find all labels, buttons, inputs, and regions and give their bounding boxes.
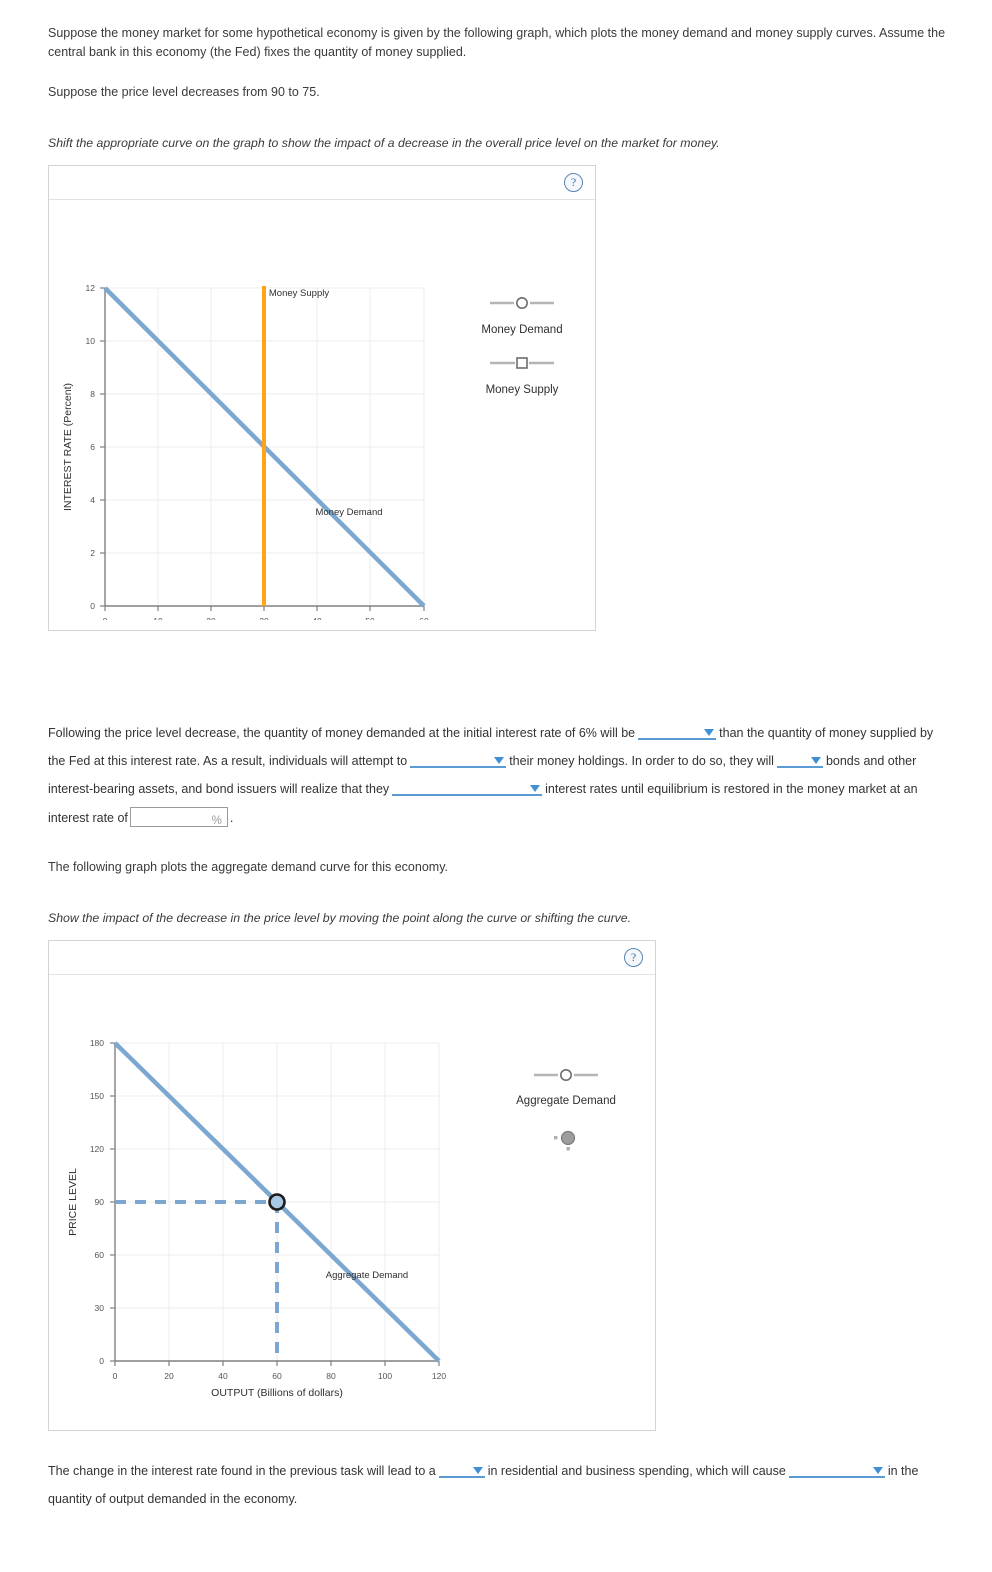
x-tick-label: 40 xyxy=(312,616,322,620)
legend-label-money-demand: Money Demand xyxy=(481,323,563,336)
circle-handle-icon[interactable] xyxy=(488,295,556,311)
instruction-move-point: Show the impact of the decrease in the p… xyxy=(48,911,632,926)
graph2-header: ? xyxy=(49,941,655,976)
dropdown-spending-change[interactable] xyxy=(438,1463,485,1479)
dropdown-quantity-comparison[interactable] xyxy=(638,725,717,741)
y-tick-label: 30 xyxy=(95,1303,105,1313)
dropdown-bonds-action[interactable] xyxy=(776,753,823,769)
y-tick-label: 2 xyxy=(90,548,95,558)
graph2-legend: Aggregate Demand xyxy=(501,1067,631,1164)
draggable-point-icon[interactable] xyxy=(546,1127,586,1153)
circle-handle-icon[interactable] xyxy=(532,1067,600,1083)
y-axis-title: PRICE LEVEL xyxy=(67,1168,79,1236)
legend-label-aggregate-demand: Aggregate Demand xyxy=(516,1095,616,1108)
middle-fill-in-paragraph: Following the price level decrease, the … xyxy=(48,719,952,832)
x-tick-label: 50 xyxy=(365,616,375,620)
y-tick-label: 150 xyxy=(90,1091,104,1101)
footer-text-2: in residential and business spending, wh… xyxy=(487,1464,786,1479)
draggable-point[interactable] xyxy=(268,1193,286,1211)
middle-text-3: their money holdings. In order to do so,… xyxy=(509,754,774,769)
legend-handle-aggregate-demand[interactable] xyxy=(501,1067,631,1089)
legend-handle-money-demand[interactable] xyxy=(467,295,577,317)
middle-period: . xyxy=(229,810,234,825)
money-market-chart[interactable]: 12 10 8 6 4 2 0 0 10 20 30 40 50 60 xyxy=(49,200,595,620)
middle-text-4: bonds and other interest-bearing assets,… xyxy=(48,754,917,797)
y-tick-label: 60 xyxy=(95,1250,105,1260)
interest-rate-input[interactable]: % xyxy=(129,806,228,827)
money-supply-inline-label: Money Supply xyxy=(269,288,329,299)
middle-text-2: than the quantity of money supplied by t… xyxy=(48,726,934,769)
dropdown-money-holdings-action[interactable] xyxy=(410,753,507,769)
legend-handle-money-supply[interactable] xyxy=(467,355,577,377)
x-tick-label: 40 xyxy=(218,1371,228,1381)
help-icon[interactable]: ? xyxy=(564,173,583,193)
y-tick-label: 0 xyxy=(90,601,95,611)
y-tick-label: 120 xyxy=(90,1144,104,1154)
y-tick-label: 12 xyxy=(86,283,96,293)
graph2-body: 180 150 120 90 60 30 0 0 20 40 60 80 100… xyxy=(49,975,655,1430)
dropdown-interest-rate-action[interactable] xyxy=(392,781,543,797)
instruction-shift-curve: Shift the appropriate curve on the graph… xyxy=(48,136,720,151)
percent-suffix: % xyxy=(211,814,222,827)
x-tick-label: 30 xyxy=(259,616,269,620)
middle-text-5: interest rates until equilibrium is rest… xyxy=(48,782,918,825)
legend-handle-point[interactable] xyxy=(501,1127,631,1159)
footer-text-3: in the quantity of output demanded in th… xyxy=(48,1464,919,1507)
x-tick-label: 10 xyxy=(153,616,163,620)
y-tick-label: 180 xyxy=(90,1038,104,1048)
y-tick-label: 10 xyxy=(86,336,96,346)
money-market-graph-panel: ? xyxy=(48,165,596,632)
legend-label-money-supply: Money Supply xyxy=(485,383,559,396)
x-tick-label: 120 xyxy=(432,1371,446,1381)
intro-paragraph-1: Suppose the money market for some hypoth… xyxy=(48,26,946,60)
y-tick-label: 0 xyxy=(99,1356,104,1366)
aggregate-demand-chart[interactable]: 180 150 120 90 60 30 0 0 20 40 60 80 100… xyxy=(49,975,655,1425)
aggregate-demand-graph-panel: ? xyxy=(48,940,656,1432)
graph1-legend: Money Demand Money Supply xyxy=(467,295,577,415)
x-tick-label: 60 xyxy=(419,616,429,620)
footer-text-1: The change in the interest rate found in… xyxy=(48,1464,436,1479)
dropdown-output-change[interactable] xyxy=(788,1463,885,1479)
y-tick-label: 4 xyxy=(90,495,95,505)
x-tick-label: 20 xyxy=(164,1371,174,1381)
x-tick-label: 60 xyxy=(272,1371,282,1381)
x-tick-label: 100 xyxy=(378,1371,392,1381)
y-tick-label: 90 xyxy=(95,1197,105,1207)
footer-fill-in-paragraph: The change in the interest rate found in… xyxy=(48,1457,952,1513)
money-demand-inline-label: Money Demand xyxy=(315,507,382,518)
worksheet-page: Suppose the money market for some hypoth… xyxy=(48,26,952,1513)
intro-paragraph-2: Suppose the price level decreases from 9… xyxy=(48,84,320,99)
aggregate-demand-inline-label: Aggregate Demand xyxy=(326,1270,408,1281)
middle-text-1: Following the price level decrease, the … xyxy=(48,726,636,741)
x-tick-label: 80 xyxy=(326,1371,336,1381)
help-icon[interactable]: ? xyxy=(624,948,643,968)
x-tick-label: 0 xyxy=(113,1371,118,1381)
between-paragraph: The following graph plots the aggregate … xyxy=(48,859,448,874)
graph1-header: ? xyxy=(49,166,595,201)
x-axis-title: OUTPUT (Billions of dollars) xyxy=(211,1387,343,1399)
x-tick-label: 0 xyxy=(103,616,108,620)
y-axis-title: INTEREST RATE (Percent) xyxy=(62,383,74,511)
y-tick-label: 6 xyxy=(90,442,95,452)
x-tick-label: 20 xyxy=(206,616,216,620)
graph1-body: 12 10 8 6 4 2 0 0 10 20 30 40 50 60 xyxy=(49,200,595,630)
y-tick-label: 8 xyxy=(90,389,95,399)
square-handle-icon[interactable] xyxy=(488,355,556,371)
